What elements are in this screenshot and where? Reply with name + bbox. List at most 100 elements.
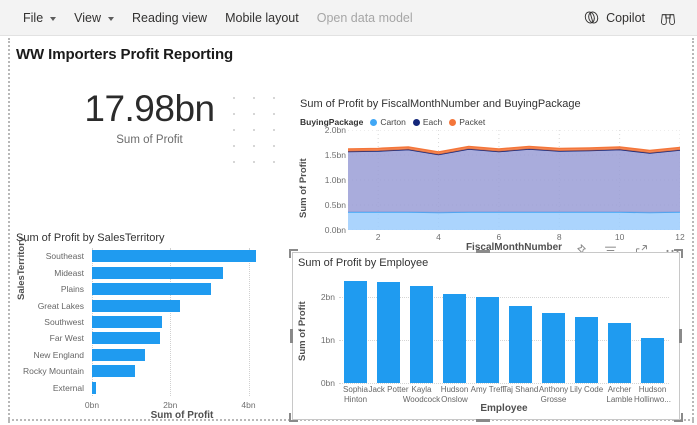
bar[interactable] <box>376 282 401 383</box>
y-axis-tick-label: Plains <box>60 284 84 295</box>
bar[interactable] <box>508 305 533 383</box>
bar[interactable] <box>640 337 665 383</box>
y-axis-tick-label: 2bn <box>320 291 335 302</box>
area-series-each[interactable] <box>348 149 680 213</box>
visual-title: Sum of Profit by FiscalMonthNumber and B… <box>300 98 581 110</box>
selection-handle-left-center[interactable] <box>290 329 293 343</box>
menu-mobile-layout-label: Mobile layout <box>225 10 299 25</box>
x-axis-tick-label: Jack Potter <box>368 385 409 394</box>
y-axis-tick-label: 2.0bn <box>324 125 346 135</box>
x-axis-tick-label: 4bn <box>241 400 256 410</box>
bar[interactable] <box>343 281 368 383</box>
legend-label-carton: Carton <box>380 117 406 127</box>
legend-item-carton[interactable]: Carton <box>370 117 406 127</box>
legend-item-packet[interactable]: Packet <box>449 117 485 127</box>
toolbar-right-group: Copilot <box>583 9 683 26</box>
x-axis-tick-label: 8 <box>556 232 562 242</box>
visual-sum-of-profit-by-salesterritory[interactable]: Sum of Profit by SalesTerritory SalesTer… <box>14 232 292 422</box>
bar[interactable] <box>92 250 257 263</box>
bar[interactable] <box>92 299 181 312</box>
menu-open-data-model-label: Open data model <box>316 10 413 25</box>
y-axis-tick-labels: Southeast Mideast Plains Great Lakes Southwe… <box>14 248 88 396</box>
y-axis-tick-label: External <box>52 382 84 393</box>
selection-handle-bottom-right[interactable] <box>673 412 683 422</box>
bar[interactable] <box>92 365 136 378</box>
plot-area <box>92 248 272 396</box>
x-axis-tick-label: 4 <box>436 232 441 242</box>
selection-handle-bottom-center[interactable] <box>476 419 490 422</box>
page-border-left <box>8 38 10 423</box>
bar[interactable] <box>442 294 467 383</box>
menu-file[interactable]: File <box>14 6 65 30</box>
bar[interactable] <box>92 348 145 361</box>
legend-swatch-carton <box>370 118 378 126</box>
report-canvas[interactable]: WW Importers Profit Reporting 17.98bn Su… <box>0 36 697 425</box>
bar[interactable] <box>92 332 161 345</box>
x-axis-tick-label: Amy Trefl <box>470 385 505 394</box>
menu-view[interactable]: View <box>65 6 123 30</box>
bar[interactable] <box>92 316 162 328</box>
copilot-button[interactable]: Copilot <box>583 9 645 26</box>
page-title: WW Importers Profit Reporting <box>16 46 234 63</box>
bar[interactable] <box>541 312 566 383</box>
area-series-carton[interactable] <box>348 212 680 230</box>
x-axis-tick-label: 6 <box>496 232 502 242</box>
legend-item-each[interactable]: Each <box>412 117 443 127</box>
y-axis-tick-label: 0.0bn <box>324 225 346 235</box>
visual-title: Sum of Profit by SalesTerritory <box>16 232 165 244</box>
visual-title: Sum of Profit by Employee <box>298 257 429 269</box>
x-axis-tick-labels: 2 4 6 8 10 12 <box>348 232 685 244</box>
x-axis-tick-label: Taj Shand <box>502 385 539 394</box>
x-axis-tick-label: Lily Code <box>569 385 604 394</box>
y-axis-tick-label: 0bn <box>320 378 335 388</box>
x-axis-tick-label: 12 <box>675 232 685 242</box>
bar[interactable] <box>409 285 434 383</box>
selection-handle-right-center[interactable] <box>679 329 682 343</box>
x-axis-tick-label: Archer Lamble <box>606 385 633 404</box>
y-axis-tick-labels: 0.0bn 0.5bn 1.0bn 1.5bn 2.0bn <box>310 125 346 235</box>
gridline <box>339 296 669 298</box>
y-axis-tick-label: Southeast <box>45 251 84 262</box>
plot-area <box>339 275 669 384</box>
visual-sum-of-profit-by-fiscalmonth-and-buyingpackage[interactable]: Sum of Profit by FiscalMonthNumber and B… <box>296 98 686 258</box>
x-axis-title: Sum of Profit <box>150 410 214 421</box>
x-axis-tick-label: Sophia Hinton <box>343 385 368 404</box>
legend-label-packet: Packet <box>459 117 486 127</box>
bar[interactable] <box>92 266 224 279</box>
menu-mobile-layout[interactable]: Mobile layout <box>216 6 308 30</box>
area-line-packet <box>348 145 680 153</box>
bar[interactable] <box>92 283 212 296</box>
legend-title: BuyingPackage <box>300 117 364 127</box>
x-axis-title: Employee <box>480 403 528 414</box>
kpi-label: Sum of Profit <box>116 134 183 146</box>
visual-sum-of-profit-by-employee[interactable]: Sum of Profit by Employee Sum of Profit … <box>292 252 680 420</box>
y-axis-tick-label: Mideast <box>54 267 84 278</box>
menu-reading-view[interactable]: Reading view <box>123 6 216 30</box>
x-axis-tick-label: 2bn <box>163 400 178 410</box>
selection-handle-top-left[interactable] <box>289 249 299 259</box>
x-axis-tick-label: Anthony Grosse <box>538 385 569 404</box>
binoculars-icon[interactable] <box>659 10 677 26</box>
y-axis-tick-label: Rocky Mountain <box>23 366 84 377</box>
bar[interactable] <box>92 381 96 394</box>
x-axis-tick-label: Hudson Hollinwo... <box>634 385 671 404</box>
x-axis-tick-label: Kayla Woodcock <box>402 385 441 404</box>
bar[interactable] <box>607 322 632 383</box>
menu-reading-view-label: Reading view <box>132 10 208 25</box>
selection-handle-bottom-left[interactable] <box>289 412 299 422</box>
gridline <box>339 339 669 341</box>
bar[interactable] <box>475 297 500 383</box>
y-axis-tick-label: Great Lakes <box>37 300 84 311</box>
x-axis-title: FiscalMonthNumber <box>465 242 563 253</box>
selection-handle-top-center[interactable] <box>476 250 490 253</box>
selection-handle-top-right[interactable] <box>673 249 683 259</box>
legend-label-each: Each <box>422 117 443 127</box>
gridline <box>339 383 669 384</box>
menu-open-data-model: Open data model <box>308 6 422 30</box>
bar[interactable] <box>574 317 599 383</box>
kpi-card-sum-of-profit[interactable]: 17.98bn Sum of Profit <box>22 86 277 172</box>
copilot-icon <box>583 9 600 26</box>
y-axis-tick-label: 0.5bn <box>324 200 346 210</box>
y-axis-tick-label: 1bn <box>320 334 335 345</box>
y-axis-tick-label: 1.0bn <box>324 175 346 185</box>
